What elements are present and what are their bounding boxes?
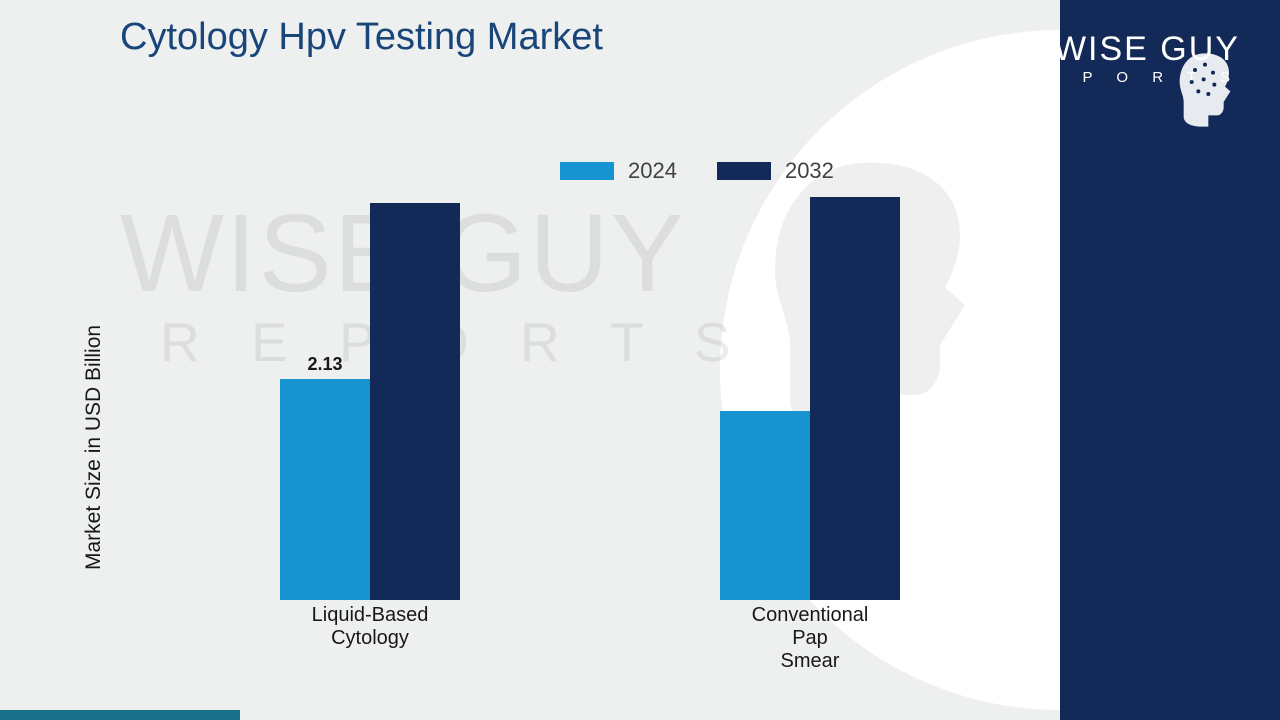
- legend-label-2032: 2032: [785, 158, 834, 184]
- bar-2032-cat0: [370, 203, 460, 600]
- bar-2024-cat1: [720, 411, 810, 600]
- legend-item-2032: 2032: [717, 158, 834, 184]
- bar-2024-cat0: [280, 379, 370, 600]
- legend-item-2024: 2024: [560, 158, 677, 184]
- category-label-1: ConventionalPapSmear: [710, 604, 910, 673]
- brand-logo: WISE GUY R E P O R T S: [1013, 30, 1240, 86]
- legend-swatch-2032: [717, 162, 771, 180]
- bottom-accent-bar: [0, 710, 240, 720]
- legend-label-2024: 2024: [628, 158, 677, 184]
- logo-head-icon: [1170, 50, 1240, 130]
- chart-title: Cytology Hpv Testing Market: [120, 16, 603, 59]
- bar-value-label: 2.13: [280, 354, 370, 375]
- plot-area: 2.13: [110, 200, 940, 600]
- legend: 2024 2032: [560, 158, 834, 184]
- category-label-0: Liquid-BasedCytology: [270, 604, 470, 650]
- chart-canvas: WISE GUY R E P O R T S WISE GUY R E P O …: [0, 0, 1280, 720]
- y-axis-label: Market Size in USD Billion: [82, 325, 106, 570]
- bar-2032-cat1: [810, 197, 900, 600]
- legend-swatch-2024: [560, 162, 614, 180]
